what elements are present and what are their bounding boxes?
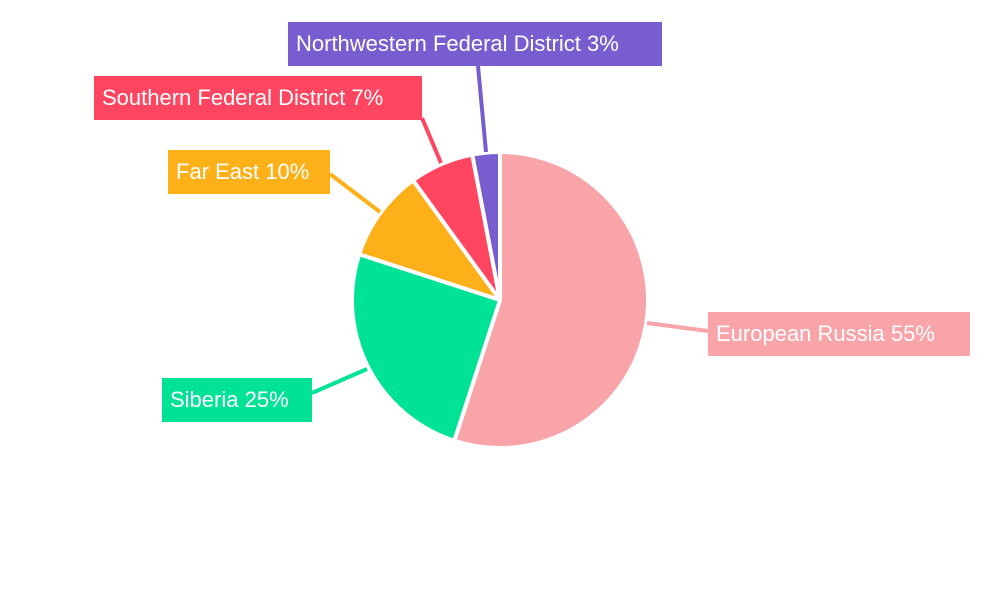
leader-line	[646, 321, 709, 333]
leader-line	[311, 367, 368, 395]
slice-label: European Russia 55%	[708, 312, 970, 356]
slice-label: Southern Federal District 7%	[94, 76, 422, 120]
pie-slice-northwestern-federal-district[interactable]	[470, 150, 502, 302]
pie-slices	[350, 150, 650, 450]
leader-line	[420, 117, 443, 164]
slice-label: Far East 10%	[168, 150, 330, 194]
pie-slice-far-east[interactable]	[357, 178, 502, 302]
leader-line	[328, 172, 382, 214]
slice-label: Northwestern Federal District 3%	[288, 22, 662, 66]
leader-line	[476, 65, 488, 153]
pie-slice-european-russia[interactable]	[452, 150, 650, 450]
pie-slice-siberia[interactable]	[350, 252, 502, 443]
slice-label: Siberia 25%	[162, 378, 312, 422]
leader-lines	[311, 65, 709, 395]
